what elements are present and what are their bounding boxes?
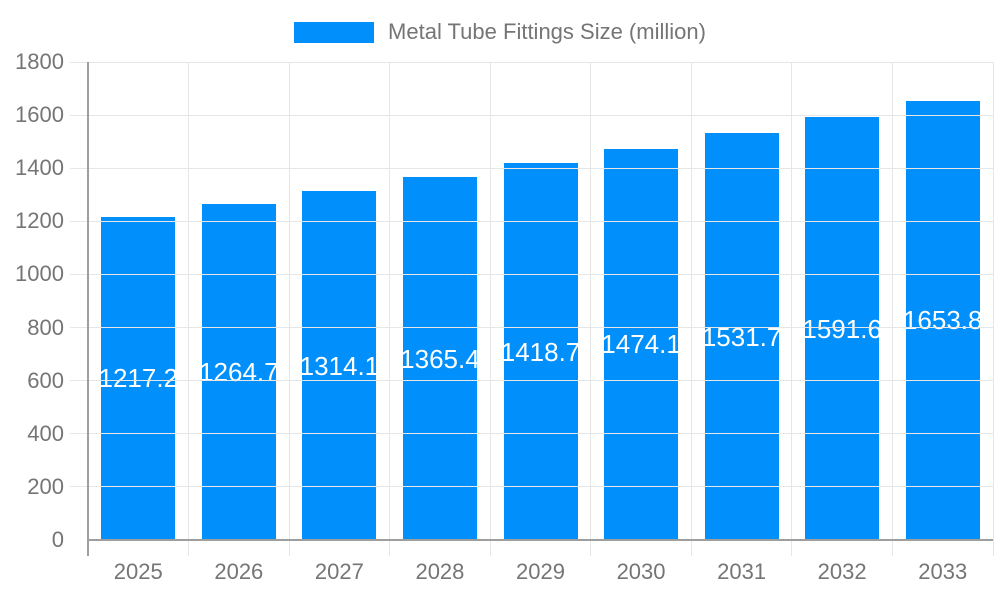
x-axis-label: 2030 xyxy=(616,559,666,584)
y-axis-label: 1000 xyxy=(15,261,64,287)
bar[interactable] xyxy=(402,177,477,540)
v-gridline xyxy=(590,62,592,556)
h-gridline xyxy=(70,380,993,382)
legend-label: Metal Tube Fittings Size (million) xyxy=(388,19,706,44)
v-gridline xyxy=(791,62,793,556)
h-gridline xyxy=(70,327,993,329)
x-axis-line xyxy=(88,539,993,541)
bar[interactable] xyxy=(905,100,980,540)
x-axis-label: 2027 xyxy=(314,559,364,584)
bar[interactable] xyxy=(704,133,779,540)
y-axis-label: 200 xyxy=(27,473,64,499)
y-axis-label: 1400 xyxy=(15,155,64,181)
y-axis-line xyxy=(87,62,89,556)
h-gridline xyxy=(70,433,993,435)
y-axis-label: 1200 xyxy=(15,208,64,234)
h-gridline xyxy=(70,61,993,63)
x-axis-label: 2032 xyxy=(817,559,867,584)
y-axis-label: 600 xyxy=(27,367,64,393)
y-axis-label: 800 xyxy=(27,314,64,340)
y-axis-label: 400 xyxy=(27,420,64,446)
x-axis-label: 2028 xyxy=(415,559,465,584)
bar[interactable] xyxy=(201,204,276,540)
x-axis-label: 2033 xyxy=(918,559,968,584)
v-gridline xyxy=(489,62,491,556)
bar[interactable] xyxy=(604,148,679,540)
h-gridline xyxy=(70,114,993,116)
bar[interactable] xyxy=(101,216,176,540)
v-gridline xyxy=(188,62,190,556)
plot-area: 1217.2 1264.7 1314.1 1365.4 1418.7 1474.1 1531… xyxy=(88,62,993,540)
x-axis-label: 2025 xyxy=(113,559,163,584)
v-gridline xyxy=(690,62,692,556)
x-axis-label: 2026 xyxy=(214,559,264,584)
v-gridline xyxy=(389,62,391,556)
h-gridline xyxy=(70,273,993,275)
v-gridline xyxy=(288,62,290,556)
x-axis-label: 2029 xyxy=(516,559,565,584)
bar[interactable] xyxy=(503,163,578,540)
bar[interactable] xyxy=(805,117,880,540)
v-gridline xyxy=(992,62,994,556)
y-axis-label: 1800 xyxy=(15,49,64,74)
h-gridline xyxy=(70,220,993,222)
bar[interactable] xyxy=(302,191,377,540)
h-gridline xyxy=(70,167,993,169)
x-axis-label: 2031 xyxy=(717,559,767,584)
y-axis-label: 1600 xyxy=(15,102,64,128)
chart-legend: Metal Tube Fittings Size (million) xyxy=(0,18,1000,46)
v-gridline xyxy=(891,62,893,556)
h-gridline xyxy=(70,486,993,488)
y-axis-label: 0 xyxy=(51,527,64,552)
legend-swatch xyxy=(294,21,375,43)
